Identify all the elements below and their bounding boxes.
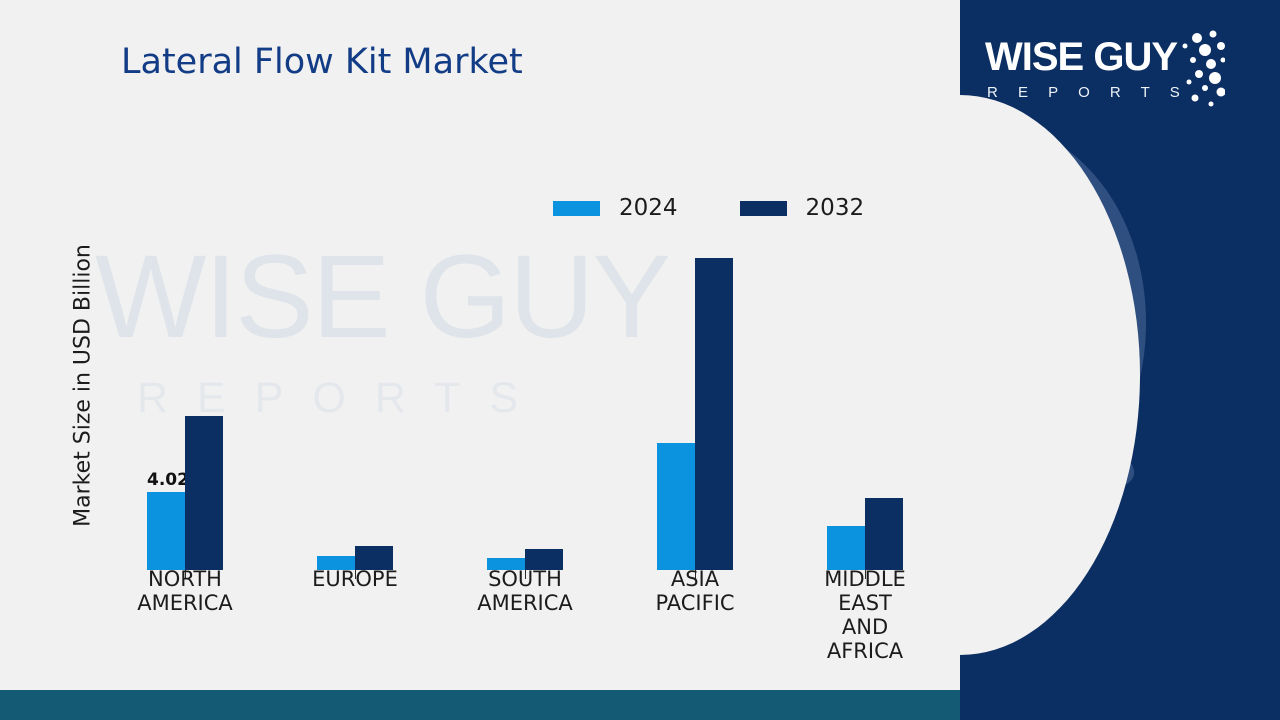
x-axis-category-label: NORTH AMERICA bbox=[137, 567, 233, 615]
bar-2032[interactable] bbox=[355, 545, 393, 570]
x-axis-tick bbox=[525, 570, 526, 579]
bar-rect bbox=[695, 258, 733, 570]
bar-rect bbox=[185, 415, 223, 570]
legend-item-2032[interactable]: 2032 bbox=[739, 195, 865, 221]
x-axis-category-label: ASIA PACIFIC bbox=[655, 567, 735, 615]
x-axis-category-label: MIDDLE EAST AND AFRICA bbox=[824, 567, 906, 663]
bar-value-label: 4.02 bbox=[147, 469, 189, 490]
bar-2024[interactable] bbox=[487, 557, 525, 570]
x-axis-category-labels: NORTH AMERICA EUROPE SOUTH AMERICA ASIA PACIFI… bbox=[100, 567, 950, 663]
bar-2024[interactable] bbox=[657, 443, 695, 570]
legend-item-2024[interactable]: 2024 bbox=[553, 195, 678, 221]
x-axis-category-label: EUROPE bbox=[312, 567, 398, 591]
x-axis-category-label: SOUTH AMERICA bbox=[477, 567, 573, 615]
bar-group bbox=[610, 180, 780, 579]
logo-dot-burst-icon bbox=[1182, 30, 1225, 107]
x-axis-tick bbox=[695, 570, 696, 579]
bar-rect bbox=[317, 555, 355, 570]
bar-2032[interactable] bbox=[525, 548, 563, 570]
logo-reports-text: R E P O R T S bbox=[987, 84, 1188, 101]
bar-rect bbox=[355, 545, 393, 570]
bar-rect bbox=[525, 548, 563, 570]
legend-label-2024: 2024 bbox=[619, 195, 678, 221]
bar-group: 4.02 bbox=[100, 180, 270, 579]
legend-swatch-icon-2024 bbox=[553, 200, 600, 216]
logo-wiseguy-text: WISE GUY bbox=[985, 35, 1178, 79]
chart-legend: 2024 2032 bbox=[553, 195, 864, 221]
bar-2032[interactable] bbox=[185, 415, 223, 570]
bar-group bbox=[270, 180, 440, 579]
bar-group bbox=[780, 180, 950, 579]
bar-rect bbox=[827, 525, 865, 570]
bar-2024[interactable]: 4.02 bbox=[147, 470, 189, 570]
bar-group bbox=[440, 180, 610, 579]
legend-label-2032: 2032 bbox=[805, 195, 865, 221]
legend-swatch-icon-2032 bbox=[739, 200, 787, 216]
x-axis-tick bbox=[355, 570, 356, 579]
bar-2032[interactable] bbox=[695, 258, 733, 570]
x-axis-tick bbox=[865, 570, 866, 579]
x-axis-tick bbox=[185, 570, 186, 579]
bar-rect bbox=[487, 557, 525, 570]
y-axis-label: Market Size in USD Billion bbox=[70, 244, 96, 527]
molecule-dots-icon bbox=[960, 95, 1140, 655]
chart-title: Lateral Flow Kit Market bbox=[121, 42, 523, 82]
plot-area: 4.02 bbox=[100, 180, 950, 579]
bar-groups: 4.02 bbox=[100, 180, 950, 579]
bar-2024[interactable] bbox=[317, 555, 355, 570]
brand-panel bbox=[960, 0, 1280, 720]
bar-rect bbox=[657, 443, 695, 570]
brand-logo: WISE GUY R E P O R T S bbox=[985, 30, 1225, 114]
bar-2032[interactable] bbox=[865, 497, 903, 570]
bar-rect bbox=[147, 491, 185, 570]
bar-2024[interactable] bbox=[827, 525, 865, 570]
bar-rect bbox=[865, 497, 903, 570]
bottom-accent-strip bbox=[0, 690, 960, 720]
